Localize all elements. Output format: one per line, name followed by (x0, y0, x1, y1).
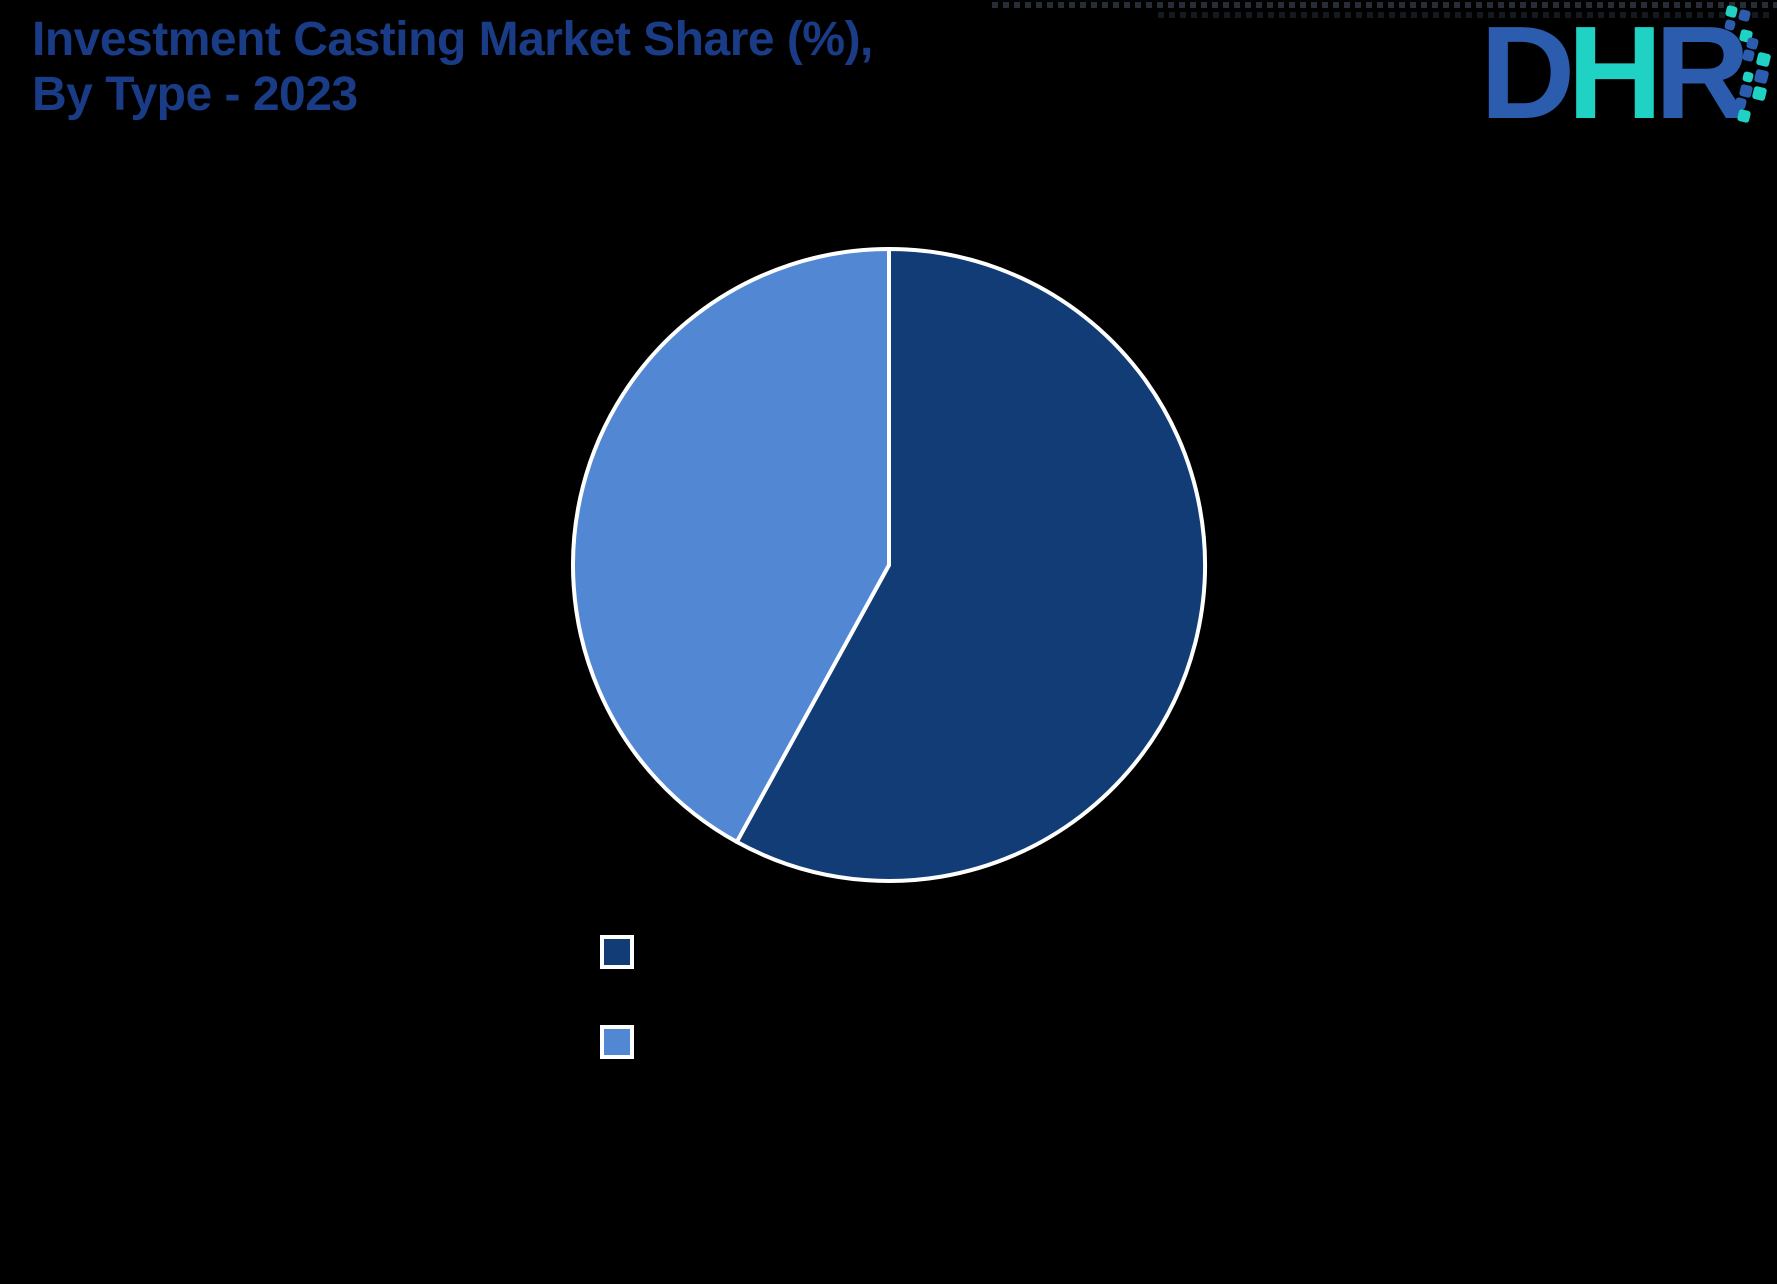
dhr-logo-text: DHR (1480, 7, 1750, 139)
logo-dot-icon (1737, 8, 1752, 23)
logo-dot-icon (1736, 108, 1752, 124)
logo-dot-icon (1751, 85, 1768, 102)
logo-dot-icon (1755, 51, 1772, 68)
pie-slice (734, 247, 1207, 883)
chart-title-line1: Investment Casting Market Share (%), (32, 13, 873, 66)
pie-slice (571, 247, 891, 844)
logo-dot-icon (1741, 48, 1756, 63)
legend-item (600, 935, 652, 969)
logo-dot-icon (1745, 36, 1760, 51)
logo-dot-icon (1753, 68, 1770, 85)
legend-swatch-dark (600, 935, 634, 969)
legend-swatch-light (600, 1025, 634, 1059)
top-edge-dash-artifact (1158, 12, 1770, 18)
legend-item (600, 1025, 652, 1059)
chart-title-line2: By Type - 2023 (32, 68, 358, 121)
pie-chart (571, 247, 1207, 883)
legend (600, 935, 652, 1115)
chart-title: Investment Casting Market Share (%), By … (32, 12, 873, 122)
logo-dot-icon (1741, 70, 1755, 84)
logo-letter-d: D (1480, 0, 1575, 146)
logo-letter-h: H (1567, 0, 1662, 146)
top-edge-dash-artifact (992, 2, 1777, 8)
dhr-logo: DHR (1478, 0, 1777, 150)
